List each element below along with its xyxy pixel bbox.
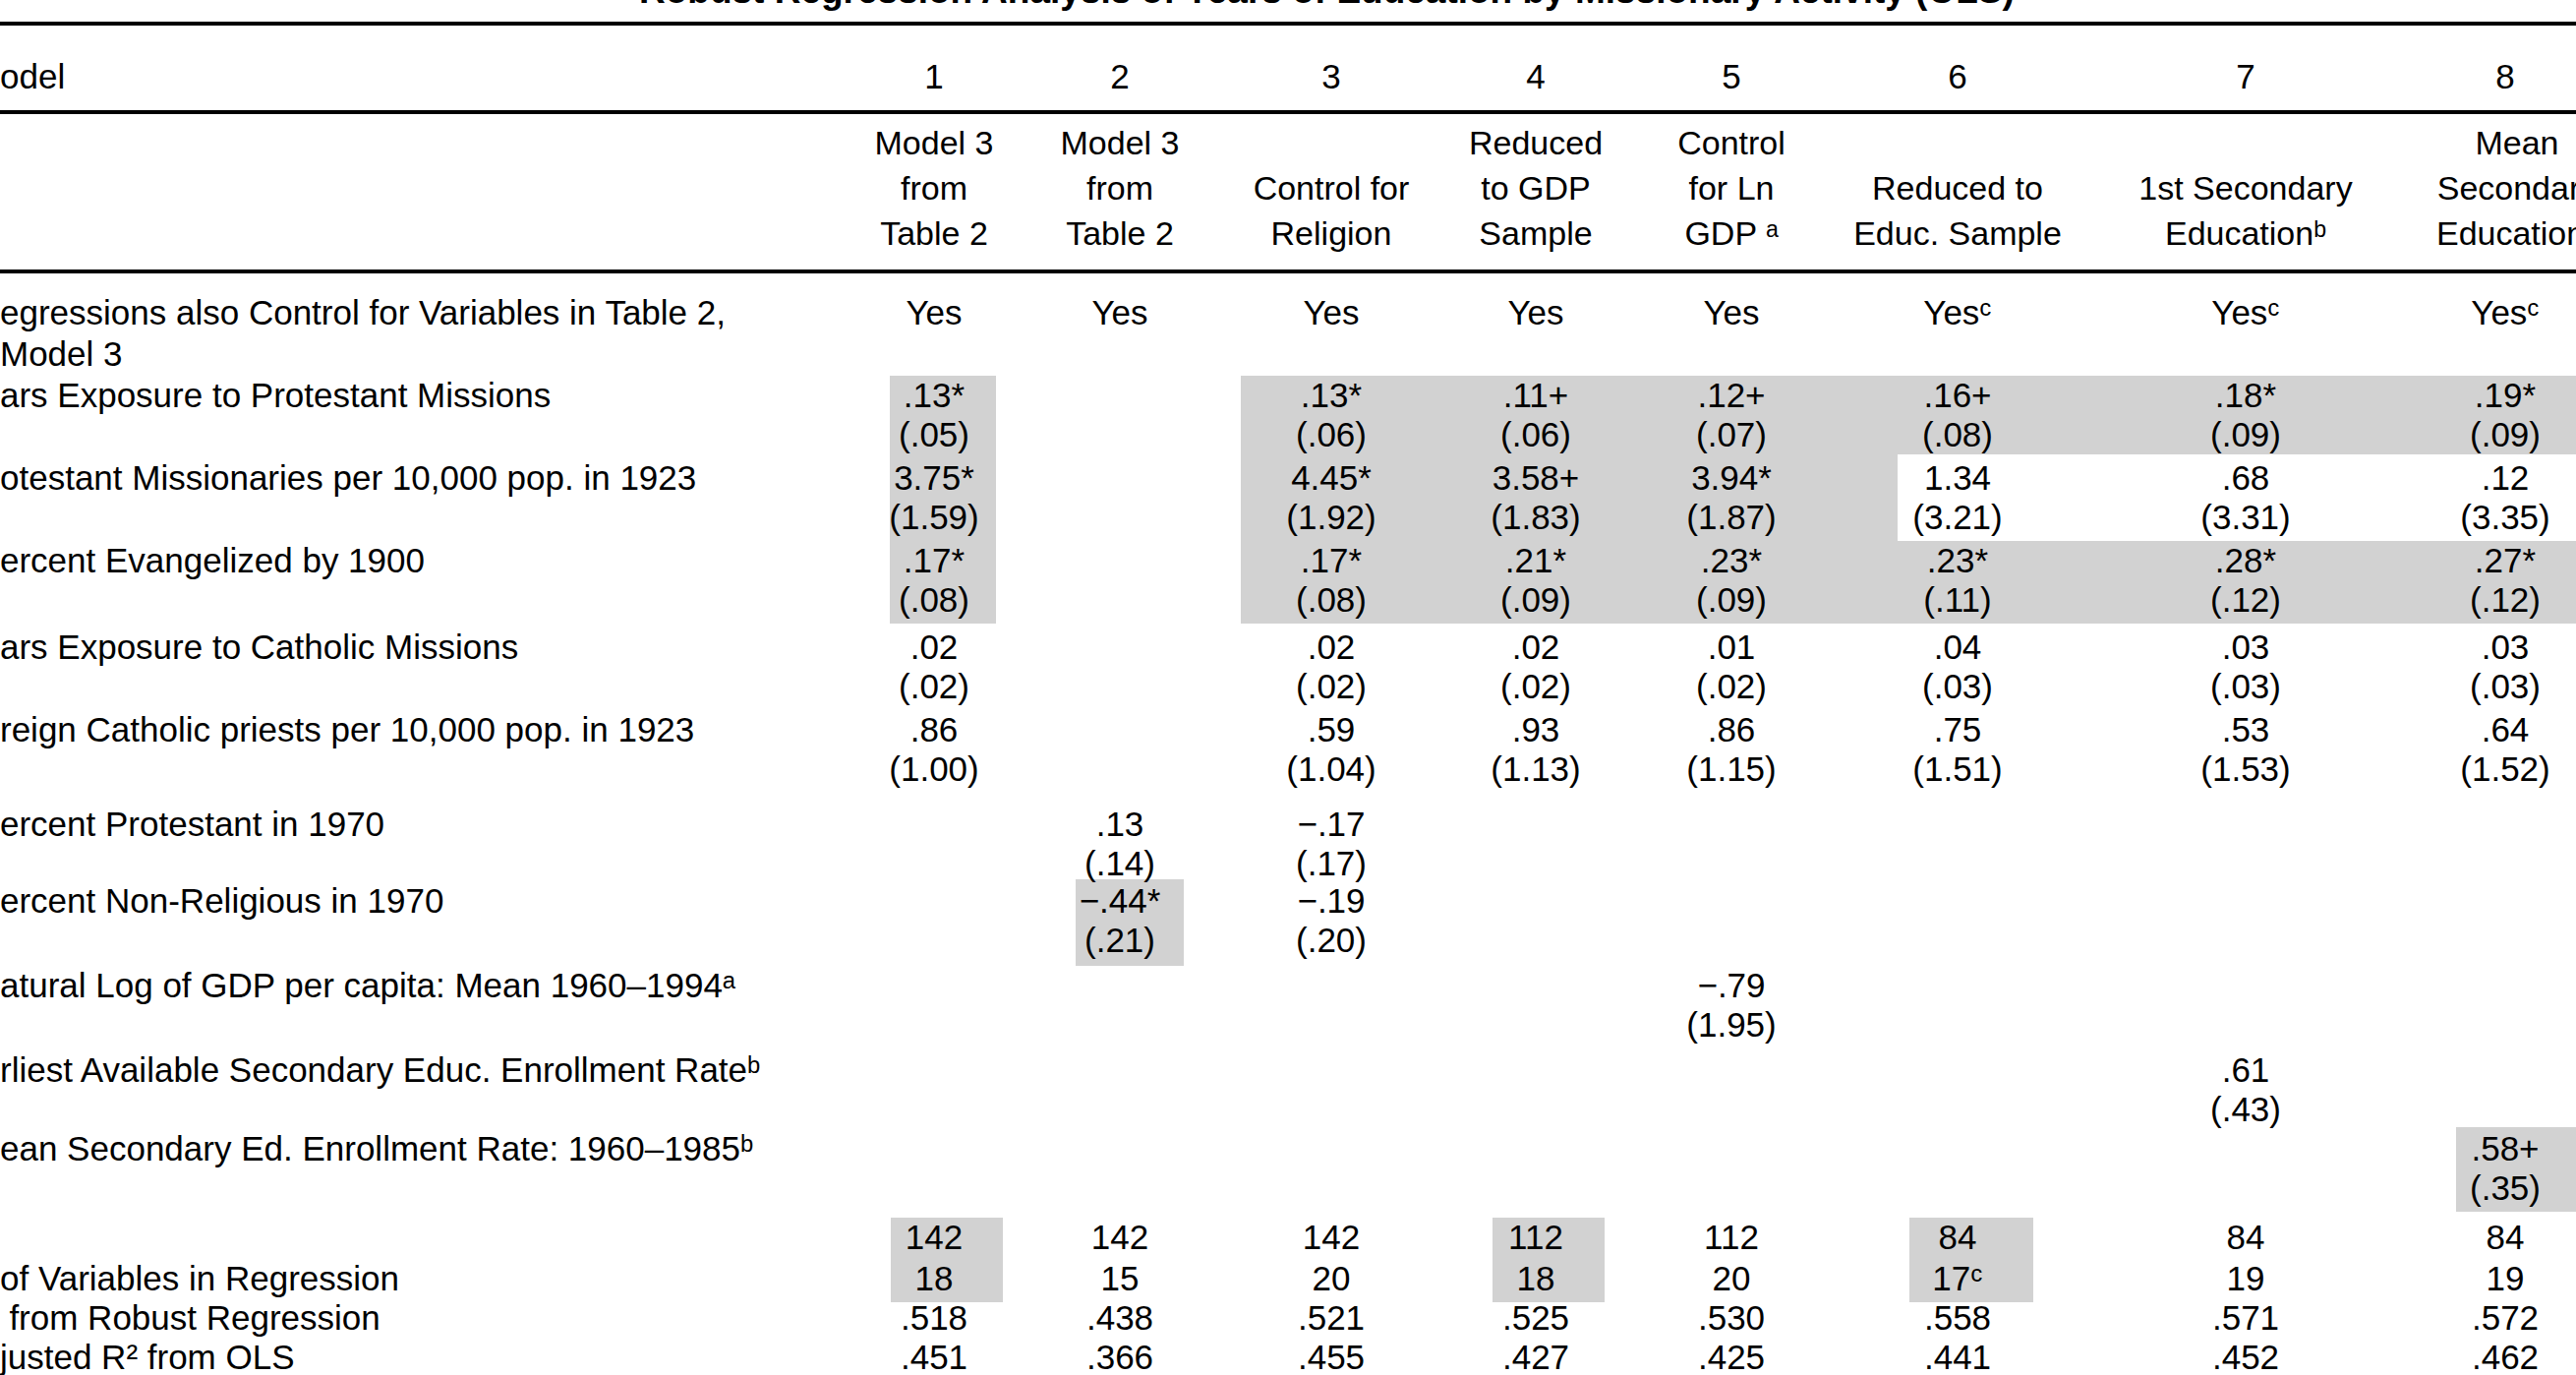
table-cell: (.05) (816, 412, 1052, 457)
row-label: ars Exposure to Catholic Missions (0, 625, 518, 670)
table-cell: (.21) (1002, 918, 1238, 963)
divider-top (0, 22, 2576, 26)
model-number: 7 (2128, 54, 2364, 99)
table-cell: .366 (1002, 1335, 1238, 1375)
table-cell: .462 (2387, 1335, 2576, 1375)
table-cell: (.12) (2387, 577, 2576, 623)
column-header: Mean Secondary Educationᵇ (2379, 126, 2576, 256)
table-cell: Yesᶜ (1840, 290, 2076, 335)
row-label-controls-line2: Model 3 (0, 331, 123, 377)
column-header: Reduced to Educ. Sample (1820, 126, 2095, 256)
table-cell: (.06) (1213, 412, 1449, 457)
table-cell: (.11) (1840, 577, 2076, 623)
table-cell: 142 (1213, 1215, 1449, 1260)
table-cell: (1.92) (1213, 495, 1449, 540)
table-cell: 84 (2128, 1215, 2364, 1260)
table-cell: (1.00) (816, 747, 1052, 792)
row-label: ean Secondary Ed. Enrollment Rate: 1960–… (0, 1126, 753, 1171)
table-cell: (.08) (1213, 577, 1449, 623)
row-label-stat: justed R² from OLS (0, 1335, 295, 1375)
row-label: atural Log of GDP per capita: Mean 1960–… (0, 963, 735, 1008)
column-header: 1st Secondary Educationᵇ (2108, 126, 2383, 256)
table-cell: Yes (1213, 290, 1449, 335)
table-cell: Yes (1613, 290, 1849, 335)
table-cell: (.43) (2128, 1087, 2364, 1132)
table-cell: (.07) (1613, 412, 1849, 457)
table-cell: (1.04) (1213, 747, 1449, 792)
model-number: 2 (1002, 54, 1238, 99)
model-row-label: odel (0, 54, 65, 99)
regression-table-page: Robust Regression Analysis of Years of E… (0, 0, 2576, 1375)
table-cell: .441 (1840, 1335, 2076, 1375)
table-cell: .455 (1213, 1335, 1449, 1375)
table-cell: 142 (1002, 1215, 1238, 1260)
table-cell: (1.95) (1613, 1002, 1849, 1047)
table-cell: (.08) (816, 577, 1052, 623)
table-cell: (.08) (1840, 412, 2076, 457)
table-cell: (1.52) (2387, 747, 2576, 792)
table-cell: (3.21) (1840, 495, 2076, 540)
row-label: ercent Evangelized by 1900 (0, 538, 425, 583)
divider-under-model-row (0, 110, 2576, 114)
table-cell: 84 (2387, 1215, 2576, 1260)
table-cell: (.09) (2387, 412, 2576, 457)
table-cell: .425 (1613, 1335, 1849, 1375)
table-cell: (1.53) (2128, 747, 2364, 792)
divider-under-headers (0, 269, 2576, 273)
row-label: ars Exposure to Protestant Missions (0, 373, 551, 418)
table-cell: (.03) (1840, 664, 2076, 709)
row-label-controls-line1: egressions also Control for Variables in… (0, 290, 726, 335)
table-cell: (.09) (2128, 412, 2364, 457)
table-cell: 84 (1840, 1215, 2076, 1260)
table-cell: (.09) (1613, 577, 1849, 623)
table-cell: (.20) (1213, 918, 1449, 963)
table-title: Robust Regression Analysis of Years of E… (639, 0, 1937, 12)
table-cell: Yesᶜ (2128, 290, 2364, 335)
row-label: reign Catholic priests per 10,000 pop. i… (0, 707, 694, 752)
table-cell: (.02) (1613, 664, 1849, 709)
row-label: ercent Protestant in 1970 (0, 802, 384, 847)
table-cell: (.12) (2128, 577, 2364, 623)
table-cell: (1.51) (1840, 747, 2076, 792)
table-cell: Yesᶜ (2387, 290, 2576, 335)
model-number: 6 (1840, 54, 2076, 99)
table-cell: .452 (2128, 1335, 2364, 1375)
model-number: 8 (2387, 54, 2576, 99)
table-cell: (.02) (1213, 664, 1449, 709)
table-cell: 112 (1613, 1215, 1849, 1260)
table-cell: (1.15) (1613, 747, 1849, 792)
row-label: ercent Non-Religious in 1970 (0, 878, 443, 924)
table-cell: (.03) (2128, 664, 2364, 709)
row-label: otestant Missionaries per 10,000 pop. in… (0, 455, 696, 501)
table-cell: Yes (1002, 290, 1238, 335)
table-cell: (3.31) (2128, 495, 2364, 540)
model-number: 5 (1613, 54, 1849, 99)
table-cell: (.03) (2387, 664, 2576, 709)
table-cell: (.35) (2387, 1166, 2576, 1211)
table-cell: (3.35) (2387, 495, 2576, 540)
table-cell: (.02) (816, 664, 1052, 709)
table-cell: (1.87) (1613, 495, 1849, 540)
table-cell: (1.59) (816, 495, 1052, 540)
row-label: rliest Available Secondary Educ. Enrollm… (0, 1047, 760, 1093)
model-number: 3 (1213, 54, 1449, 99)
